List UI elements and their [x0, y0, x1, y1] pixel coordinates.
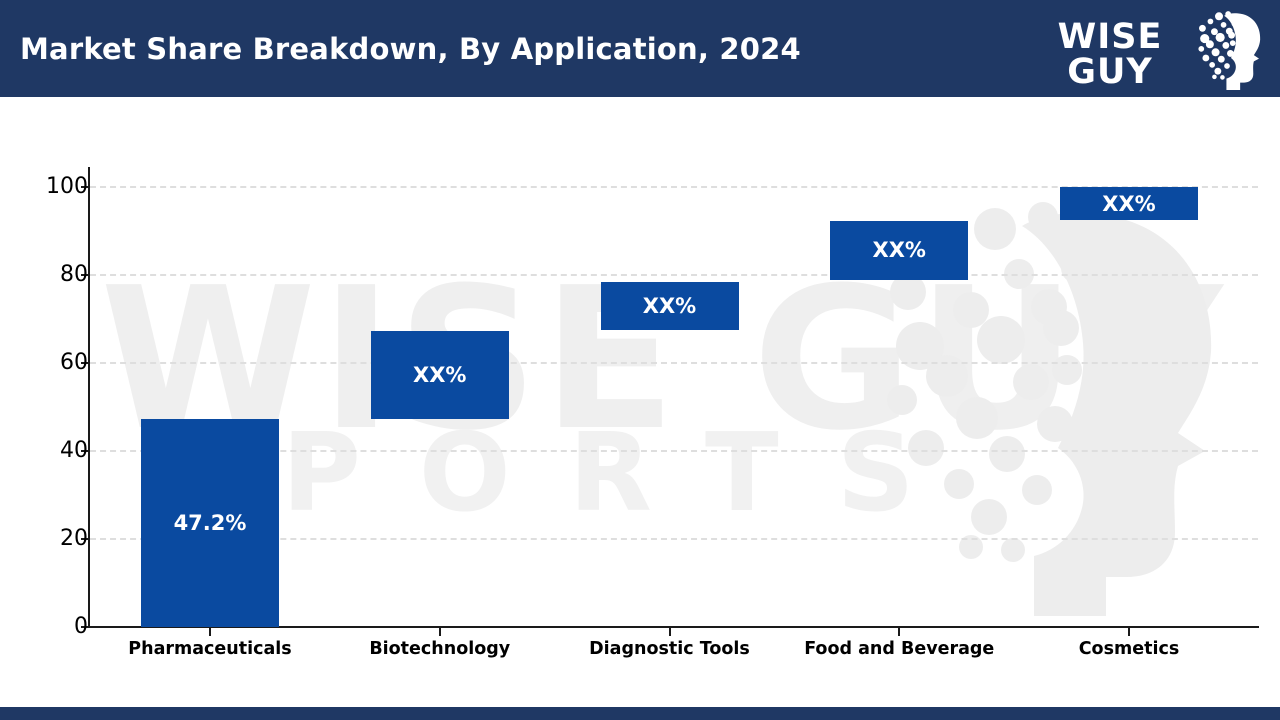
y-tick-label: 0	[74, 614, 88, 639]
y-tick-label: 40	[60, 438, 88, 463]
bar-pharmaceuticals: 47.2%	[141, 419, 279, 627]
bar-value-label: XX%	[1102, 191, 1156, 216]
x-category-label: Pharmaceuticals	[128, 639, 292, 659]
chart-title: Market Share Breakdown, By Application, …	[20, 31, 801, 66]
gridline-60	[90, 362, 1258, 364]
bar-cosmetics: XX%	[1060, 187, 1198, 221]
x-category-label: Biotechnology	[369, 639, 511, 659]
y-tick-label: 100	[46, 174, 88, 199]
gridline-80	[90, 274, 1258, 276]
y-tick-label: 60	[60, 350, 88, 375]
bar-value-label: XX%	[413, 363, 467, 388]
x-tick-mark	[1128, 628, 1130, 636]
x-tick-mark	[209, 628, 211, 636]
y-tick-mark	[81, 274, 89, 276]
y-tick-mark	[81, 186, 89, 188]
header-bar: Market Share Breakdown, By Application, …	[0, 0, 1280, 110]
bar-food-and-beverage: XX%	[830, 220, 969, 280]
y-tick-mark	[81, 450, 89, 452]
bar-value-label: XX%	[872, 238, 926, 263]
y-tick-label: 80	[60, 262, 88, 287]
x-category-label: Cosmetics	[1078, 639, 1180, 659]
logo-reports-text: REPORTS	[1057, 96, 1162, 110]
gridline-20	[90, 538, 1258, 540]
logo-wordmark: WISE GUY	[1057, 17, 1163, 92]
bar-biotechnology: XX%	[370, 330, 509, 420]
y-axis-line	[88, 167, 90, 628]
x-category-label: Diagnostic Tools	[589, 639, 750, 659]
footer-bar	[0, 707, 1280, 720]
x-tick-mark	[438, 628, 441, 636]
y-tick-mark	[81, 626, 89, 628]
logo-head-dots-icon	[1198, 11, 1261, 90]
gridline-100	[90, 186, 1258, 188]
x-tick-mark	[668, 628, 671, 636]
x-axis-line	[88, 626, 1259, 628]
x-tick-mark	[898, 628, 901, 636]
y-tick-mark	[81, 538, 89, 540]
y-tick-label: 20	[60, 526, 88, 551]
gridline-40	[90, 450, 1258, 452]
bar-value-label: 47.2%	[173, 511, 247, 536]
bar-value-label: XX%	[642, 294, 697, 319]
x-category-label: Food and Beverage	[804, 639, 995, 659]
y-tick-mark	[81, 362, 89, 364]
wise-guy-reports-logo: WISE GUY REPORTS	[1016, 8, 1266, 110]
watermark-head-dots-icon	[887, 202, 1212, 616]
bar-diagnostic-tools: XX%	[600, 282, 739, 331]
